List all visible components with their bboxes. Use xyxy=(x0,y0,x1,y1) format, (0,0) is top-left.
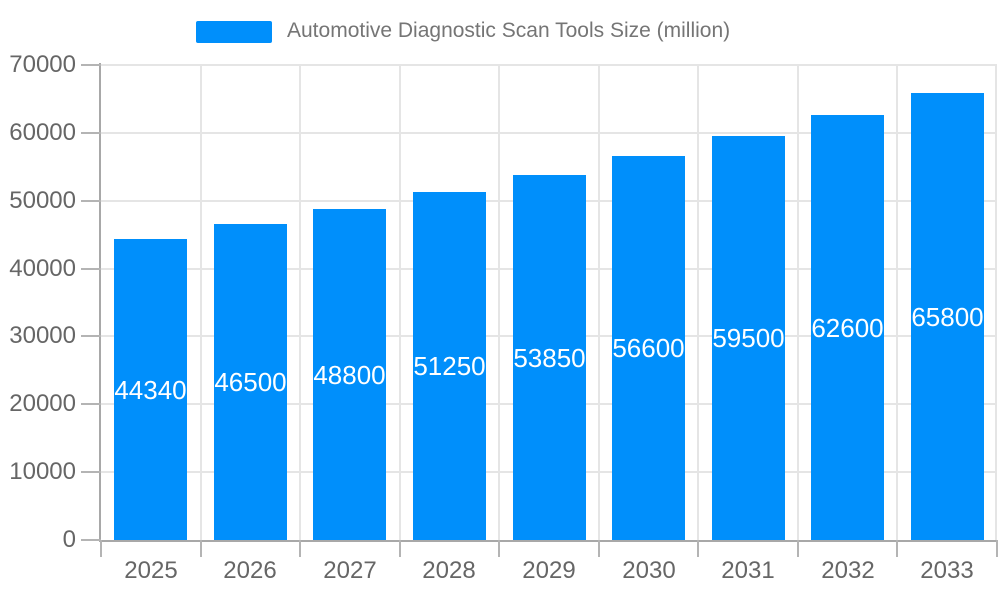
y-axis-label: 0 xyxy=(62,526,76,553)
v-gridline xyxy=(299,65,301,540)
y-axis-tick xyxy=(81,200,101,202)
h-gridline xyxy=(101,64,997,66)
bar-value-label: 51250 xyxy=(413,351,486,381)
x-axis-label: 2025 xyxy=(124,557,178,584)
y-axis-label: 40000 xyxy=(9,255,76,282)
bar-2032[interactable]: 62600 xyxy=(811,115,884,540)
x-axis-line xyxy=(99,540,997,542)
x-axis-tick xyxy=(498,540,500,557)
x-axis-label: 2030 xyxy=(622,557,676,584)
y-axis-tick xyxy=(81,268,101,270)
v-gridline xyxy=(399,65,401,540)
x-axis-label: 2029 xyxy=(522,557,576,584)
y-axis-label: 70000 xyxy=(9,51,76,78)
v-gridline xyxy=(896,65,898,540)
y-axis-label: 60000 xyxy=(9,119,76,146)
x-axis-tick xyxy=(200,540,202,557)
x-axis-label: 2031 xyxy=(721,557,775,584)
bar-2029[interactable]: 53850 xyxy=(513,175,586,540)
bar-2028[interactable]: 51250 xyxy=(413,192,486,540)
x-axis-label: 2033 xyxy=(920,557,974,584)
bar-2030[interactable]: 56600 xyxy=(612,156,685,540)
y-axis-label: 30000 xyxy=(9,322,76,349)
bar-value-label: 62600 xyxy=(811,312,884,343)
v-gridline xyxy=(797,65,799,540)
x-axis-tick xyxy=(797,540,799,557)
x-axis-label: 2027 xyxy=(323,557,377,584)
y-axis-tick xyxy=(81,64,101,66)
x-axis-tick xyxy=(697,540,699,557)
bar-value-label: 65800 xyxy=(911,301,984,332)
bar-value-label: 44340 xyxy=(114,374,187,405)
bar-2026[interactable]: 46500 xyxy=(214,224,287,540)
x-axis-label: 2032 xyxy=(821,557,875,584)
h-gridline xyxy=(101,132,997,134)
y-axis-label: 50000 xyxy=(9,187,76,214)
bar-value-label: 53850 xyxy=(513,342,586,373)
y-axis-tick xyxy=(81,539,101,541)
legend-swatch-icon[interactable] xyxy=(196,21,272,43)
v-gridline xyxy=(697,65,699,540)
v-gridline xyxy=(598,65,600,540)
x-axis-tick xyxy=(996,540,998,557)
v-gridline xyxy=(498,65,500,540)
bar-2031[interactable]: 59500 xyxy=(712,136,785,540)
x-axis-tick xyxy=(896,540,898,557)
bar-2025[interactable]: 44340 xyxy=(114,239,187,540)
x-axis-tick xyxy=(299,540,301,557)
bar-value-label: 46500 xyxy=(214,367,287,397)
x-axis-tick xyxy=(100,540,102,557)
y-axis-tick xyxy=(81,471,101,473)
v-gridline xyxy=(200,65,202,540)
bar-2027[interactable]: 48800 xyxy=(313,209,386,540)
x-axis-tick xyxy=(598,540,600,557)
bar-value-label: 56600 xyxy=(612,333,685,363)
y-axis-tick xyxy=(81,335,101,337)
plot-area: 44340 46500 48800 51250 53850 56600 59500 62600… xyxy=(99,63,997,542)
bar-value-label: 48800 xyxy=(313,359,386,390)
x-axis-tick xyxy=(399,540,401,557)
v-gridline xyxy=(995,65,997,540)
y-axis-label: 20000 xyxy=(9,390,76,417)
legend-label[interactable]: Automotive Diagnostic Scan Tools Size (m… xyxy=(287,19,731,42)
y-axis-tick xyxy=(81,132,101,134)
bar-value-label: 59500 xyxy=(712,323,785,353)
y-axis-label: 10000 xyxy=(9,458,76,485)
y-axis-tick xyxy=(81,403,101,405)
x-axis-label: 2026 xyxy=(223,557,277,584)
bar-2033[interactable]: 65800 xyxy=(911,93,984,540)
x-axis-label: 2028 xyxy=(422,557,476,584)
y-axis-line xyxy=(99,63,101,540)
